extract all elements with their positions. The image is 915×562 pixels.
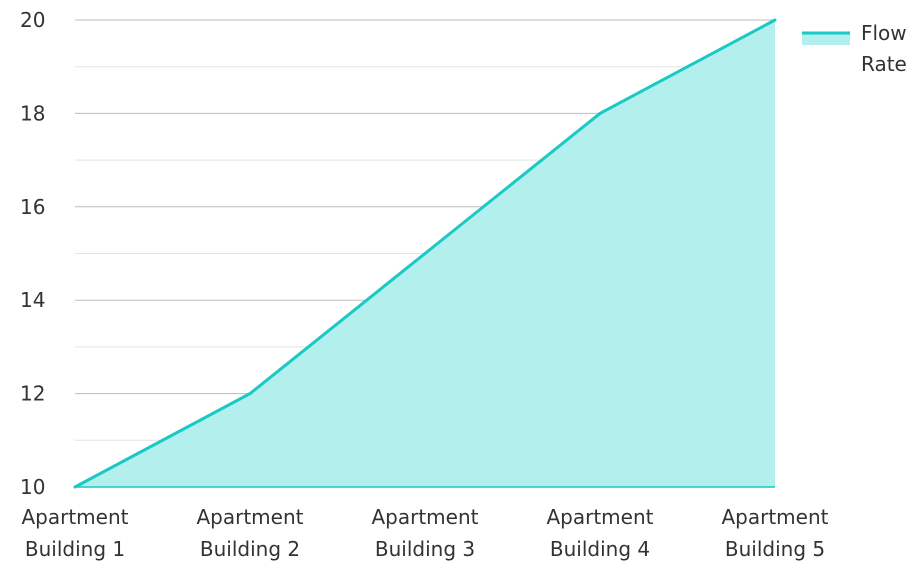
x-tick-label: Building 1	[25, 537, 125, 561]
y-tick-label: 20	[20, 8, 45, 32]
data-point	[598, 111, 602, 115]
y-tick-label: 18	[20, 101, 45, 125]
x-tick-label: Apartment	[721, 505, 828, 529]
x-tick-label: Building 5	[725, 537, 825, 561]
x-tick-label: Apartment	[371, 505, 478, 529]
y-tick-label: 12	[20, 382, 45, 406]
x-tick-label: Building 3	[375, 537, 475, 561]
data-point	[423, 252, 427, 255]
y-tick-label: 16	[20, 195, 45, 219]
x-tick-label: Building 2	[200, 537, 300, 561]
y-tick-label: 10	[20, 475, 45, 499]
legend-swatch-fill	[802, 33, 850, 45]
y-axis-tick-labels: 10 12 14 16 18 20	[20, 8, 45, 499]
x-tick-label: Apartment	[196, 505, 303, 529]
y-tick-label: 14	[20, 288, 45, 312]
data-point	[248, 392, 252, 396]
legend: Flow Rate	[802, 21, 907, 76]
x-tick-label: Apartment	[21, 505, 128, 529]
x-tick-label: Building 4	[550, 537, 650, 561]
legend-label-line-1: Flow	[861, 21, 907, 45]
data-point	[773, 18, 777, 22]
x-tick-label: Apartment	[546, 505, 653, 529]
x-axis-category-labels: Apartment Building 1 Apartment Building 2 Ap…	[21, 505, 828, 561]
legend-label-line-2: Rate	[861, 52, 907, 76]
data-point	[73, 485, 77, 489]
